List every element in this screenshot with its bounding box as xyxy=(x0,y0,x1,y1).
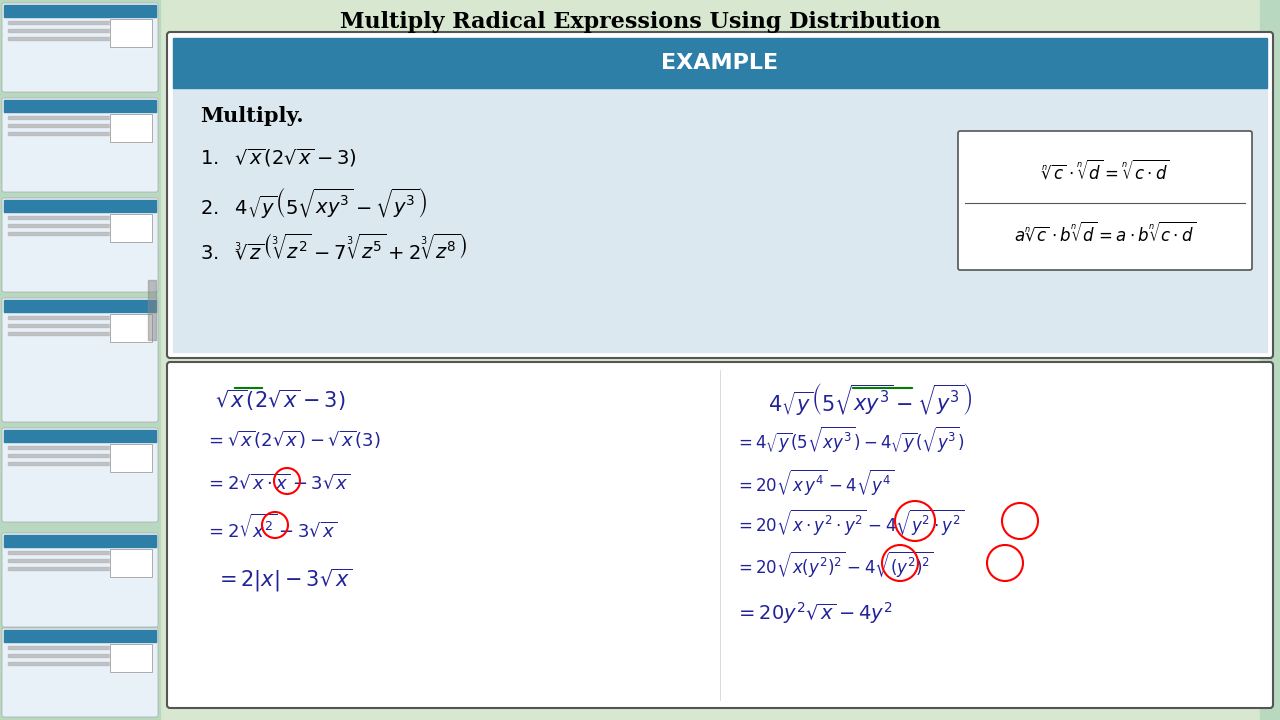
Bar xyxy=(8,132,148,135)
Text: $= 20\sqrt{x \cdot y^2 \cdot y^2} - 4\sqrt{y^2 \cdot y^2}$: $= 20\sqrt{x \cdot y^2 \cdot y^2} - 4\sq… xyxy=(735,508,964,538)
Bar xyxy=(110,549,152,577)
FancyBboxPatch shape xyxy=(3,533,157,627)
Bar xyxy=(110,444,152,472)
Text: $\sqrt{x}(2\sqrt{x}-3)$: $\sqrt{x}(2\sqrt{x}-3)$ xyxy=(215,387,346,413)
Bar xyxy=(173,88,1267,352)
Bar xyxy=(110,19,152,47)
Text: $= \sqrt{x}(2\sqrt{x}) - \sqrt{x}(3)$: $= \sqrt{x}(2\sqrt{x}) - \sqrt{x}(3)$ xyxy=(205,429,380,451)
Bar xyxy=(4,200,156,212)
Bar xyxy=(1260,0,1280,720)
Bar xyxy=(8,116,148,119)
Bar xyxy=(110,19,152,47)
Bar xyxy=(8,454,148,457)
Text: $\mathit{3.}$  $\sqrt[3]{z}\left(\sqrt[3]{z^2}-7\sqrt[3]{z^5}+2\sqrt[3]{z^8}\rig: $\mathit{3.}$ $\sqrt[3]{z}\left(\sqrt[3]… xyxy=(200,233,467,264)
Text: Multiply.: Multiply. xyxy=(200,106,303,126)
FancyBboxPatch shape xyxy=(3,628,157,717)
Bar xyxy=(110,644,152,672)
Bar xyxy=(8,124,148,127)
FancyBboxPatch shape xyxy=(166,32,1274,358)
Bar xyxy=(0,0,160,720)
Bar xyxy=(8,324,148,327)
Text: $= 20\sqrt{x(y^2)^2} - 4\sqrt{(y^2)^2}$: $= 20\sqrt{x(y^2)^2} - 4\sqrt{(y^2)^2}$ xyxy=(735,550,934,580)
Bar xyxy=(8,37,148,40)
Text: $= 4\sqrt{y}(5\sqrt{xy^3}) - 4\sqrt{y}(\sqrt{y^3})$: $= 4\sqrt{y}(5\sqrt{xy^3}) - 4\sqrt{y}(\… xyxy=(735,425,965,455)
FancyBboxPatch shape xyxy=(166,362,1274,708)
FancyBboxPatch shape xyxy=(3,98,157,192)
Bar xyxy=(8,662,148,665)
Bar xyxy=(148,280,156,340)
Bar xyxy=(110,114,152,142)
Bar xyxy=(8,29,148,32)
Bar xyxy=(8,646,148,649)
Bar xyxy=(8,216,148,219)
Text: $\sqrt[n]{c}\cdot\sqrt[n]{d}=\sqrt[n]{c\cdot d}$: $\sqrt[n]{c}\cdot\sqrt[n]{d}=\sqrt[n]{c\… xyxy=(1041,159,1170,183)
Text: $4\sqrt{y}\left(5\sqrt{xy^3}-\sqrt{y^3}\right)$: $4\sqrt{y}\left(5\sqrt{xy^3}-\sqrt{y^3}\… xyxy=(768,382,972,418)
Bar xyxy=(4,630,156,642)
Bar xyxy=(8,224,148,227)
Bar xyxy=(173,38,1267,88)
Bar xyxy=(110,314,152,342)
Text: $= 2\sqrt{x^2} - 3\sqrt{x}$: $= 2\sqrt{x^2} - 3\sqrt{x}$ xyxy=(205,513,338,541)
Text: EXAMPLE: EXAMPLE xyxy=(662,53,778,73)
Bar xyxy=(8,332,148,335)
Bar xyxy=(4,5,156,17)
Bar xyxy=(110,114,152,142)
Bar xyxy=(110,214,152,242)
Bar xyxy=(4,100,156,112)
Bar xyxy=(8,446,148,449)
Bar xyxy=(8,316,148,319)
Bar xyxy=(8,21,148,24)
Bar xyxy=(8,551,148,554)
Text: Multiply Radical Expressions Using Distribution: Multiply Radical Expressions Using Distr… xyxy=(339,11,941,33)
Bar xyxy=(4,535,156,547)
FancyBboxPatch shape xyxy=(3,3,157,92)
Bar xyxy=(8,462,148,465)
Bar xyxy=(110,644,152,672)
Bar xyxy=(8,654,148,657)
Text: $a\sqrt[n]{c}\cdot b\sqrt[n]{d}=a\cdot b\sqrt[n]{c\cdot d}$: $a\sqrt[n]{c}\cdot b\sqrt[n]{d}=a\cdot b… xyxy=(1014,221,1196,245)
Bar xyxy=(110,444,152,472)
Bar xyxy=(110,214,152,242)
Bar xyxy=(4,430,156,442)
FancyBboxPatch shape xyxy=(957,131,1252,270)
FancyBboxPatch shape xyxy=(3,298,157,422)
Text: $= 20y^2\sqrt{x} - 4y^2$: $= 20y^2\sqrt{x} - 4y^2$ xyxy=(735,600,892,626)
Bar xyxy=(110,549,152,577)
Bar xyxy=(4,300,156,312)
Text: $= 2|x| - 3\sqrt{x}$: $= 2|x| - 3\sqrt{x}$ xyxy=(215,567,352,593)
Bar xyxy=(8,232,148,235)
Text: $= 20\sqrt{x\,y^4} - 4\sqrt{y^4}$: $= 20\sqrt{x\,y^4} - 4\sqrt{y^4}$ xyxy=(735,468,895,498)
Bar xyxy=(110,314,152,342)
Bar xyxy=(8,559,148,562)
Bar xyxy=(8,567,148,570)
Text: $= 2\sqrt{x \cdot x} - 3\sqrt{x}$: $= 2\sqrt{x \cdot x} - 3\sqrt{x}$ xyxy=(205,473,351,492)
Text: $\mathit{1.}$  $\sqrt{x}(2\sqrt{x}-3)$: $\mathit{1.}$ $\sqrt{x}(2\sqrt{x}-3)$ xyxy=(200,147,357,169)
Text: $\mathit{2.}$  $4\sqrt{y}\left(5\sqrt{xy^3}-\sqrt{y^3}\right)$: $\mathit{2.}$ $4\sqrt{y}\left(5\sqrt{xy^… xyxy=(200,186,428,220)
FancyBboxPatch shape xyxy=(3,198,157,292)
FancyBboxPatch shape xyxy=(3,428,157,522)
